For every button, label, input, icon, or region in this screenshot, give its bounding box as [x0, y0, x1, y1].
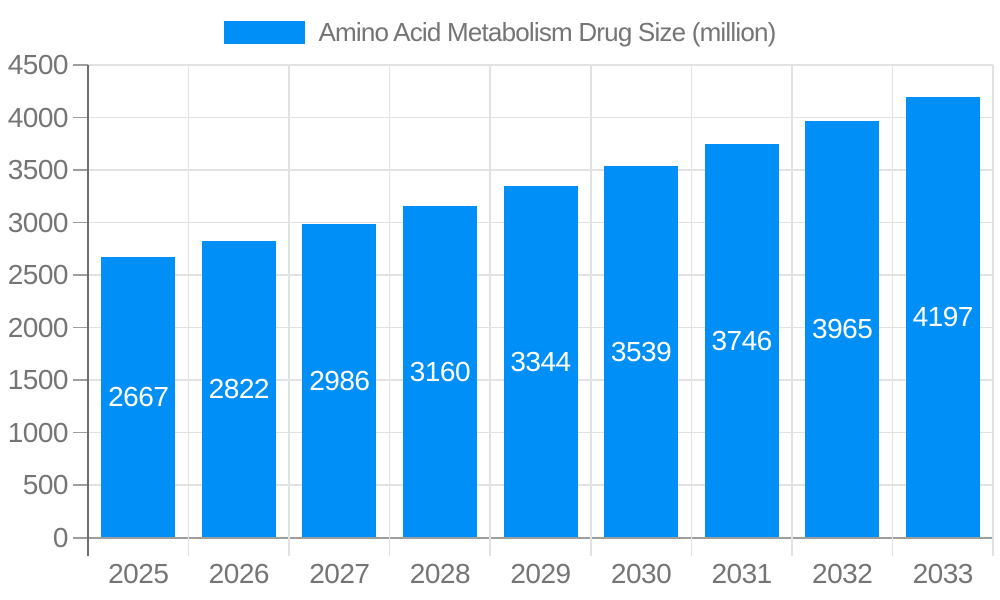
- bar-value-label: 3965: [812, 313, 873, 345]
- gridline-vertical: [288, 65, 290, 556]
- bar-value-label: 4197: [912, 301, 974, 333]
- legend-swatch: [224, 20, 306, 44]
- y-axis-tick: [73, 116, 88, 119]
- y-tick-label: 4500: [7, 49, 69, 80]
- y-tick-label: 500: [22, 469, 69, 500]
- gridline-vertical: [590, 65, 592, 556]
- x-tick-label: 2025: [108, 558, 169, 589]
- y-tick-label: 3000: [7, 206, 69, 238]
- gridline-vertical: [489, 65, 491, 556]
- bar-value-label: 3160: [409, 355, 471, 387]
- bar-2029[interactable]: [503, 186, 578, 538]
- x-tick-label: 2029: [510, 558, 571, 589]
- y-axis-tick: [73, 326, 88, 329]
- bar-2027[interactable]: [302, 223, 377, 538]
- bar-value-label: 3746: [711, 324, 772, 356]
- bar-value-label: 3539: [610, 335, 672, 367]
- gridline-vertical: [992, 65, 994, 556]
- x-tick-label: 2033: [912, 558, 974, 589]
- bar-2025[interactable]: [101, 257, 176, 538]
- bar-2033[interactable]: [905, 96, 980, 538]
- y-tick-label: 1000: [7, 416, 69, 448]
- x-tick-label: 2030: [610, 558, 672, 589]
- y-axis-tick: [73, 484, 88, 486]
- bar-value-label: 2667: [108, 381, 169, 413]
- x-tick-label: 2026: [208, 558, 270, 589]
- legend-series-label: Amino Acid Metabolism Drug Size (million…: [318, 16, 776, 47]
- gridline-horizontal: [88, 64, 993, 66]
- y-axis-tick: [73, 64, 88, 66]
- y-axis-line: [87, 65, 89, 556]
- bar-2026[interactable]: [201, 241, 276, 538]
- legend[interactable]: Amino Acid Metabolism Drug Size (million…: [0, 17, 1000, 47]
- gridline-vertical: [187, 65, 190, 556]
- gridline-vertical: [388, 65, 391, 556]
- bar-2032[interactable]: [805, 121, 880, 538]
- x-tick-label: 2031: [711, 558, 772, 589]
- x-tick-label: 2032: [812, 558, 873, 589]
- bar-2031[interactable]: [704, 144, 779, 538]
- gridline-vertical: [891, 65, 894, 556]
- gridline-horizontal: [88, 116, 993, 119]
- y-tick-label: 2500: [7, 259, 69, 290]
- y-axis-tick: [73, 431, 88, 434]
- y-tick-label: 0: [52, 521, 69, 553]
- y-tick-label: 4000: [7, 101, 69, 133]
- bar-2028[interactable]: [402, 205, 477, 538]
- bar-2030[interactable]: [604, 165, 679, 538]
- bar-value-label: 2822: [208, 373, 270, 405]
- y-axis-tick: [73, 274, 88, 276]
- x-tick-label: 2028: [409, 558, 471, 589]
- y-axis-tick: [73, 379, 88, 381]
- gridline-vertical: [690, 65, 693, 556]
- bar-value-label: 2986: [309, 364, 370, 396]
- gridline-horizontal: [88, 169, 993, 171]
- x-axis-line: [73, 536, 993, 539]
- bar-value-label: 3344: [510, 345, 571, 377]
- y-axis-tick: [73, 169, 88, 171]
- gridline-vertical: [791, 65, 793, 556]
- y-axis-tick: [73, 221, 88, 224]
- x-tick-label: 2027: [309, 558, 370, 589]
- y-tick-label: 2000: [7, 311, 69, 343]
- y-tick-label: 1500: [7, 364, 69, 395]
- y-tick-label: 3500: [7, 154, 69, 185]
